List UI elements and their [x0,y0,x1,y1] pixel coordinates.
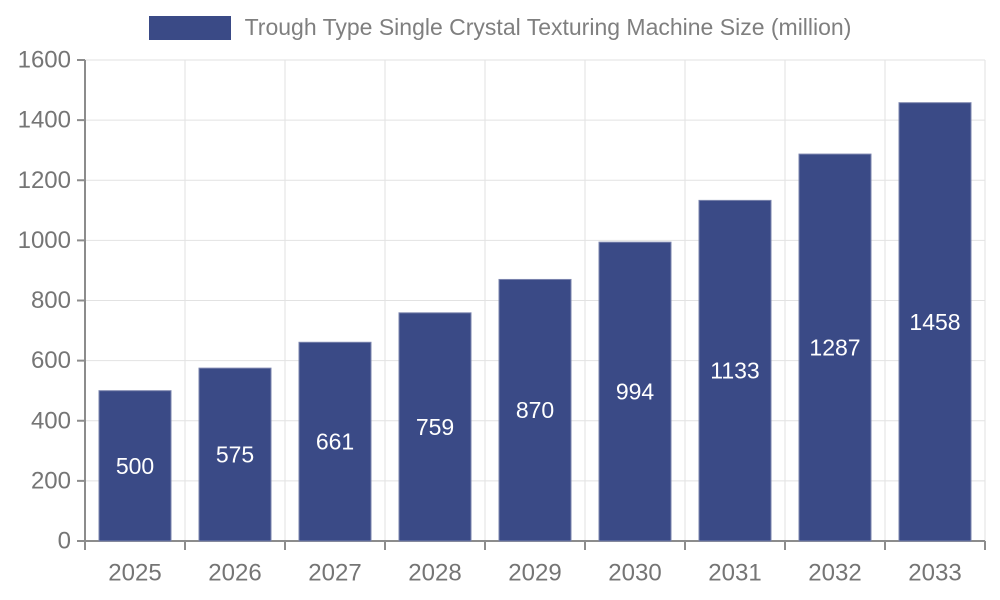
legend-swatch[interactable] [148,15,231,40]
bar-value-label: 1133 [710,358,759,384]
bar-2025[interactable] [98,390,172,542]
x-tick-label: 2029 [508,560,561,587]
bar-2027[interactable] [298,341,372,542]
y-tick-label: 800 [31,287,71,314]
y-tick-label: 0 [58,528,71,555]
x-tick-label: 2033 [908,560,961,587]
y-tick-label: 1200 [18,167,71,194]
y-tick-label: 200 [31,467,71,494]
bar-2032[interactable] [798,153,872,542]
x-tick-label: 2032 [808,560,861,587]
y-tick-label: 1600 [18,47,71,74]
bar-2028[interactable] [398,312,472,542]
bar-2026[interactable] [198,367,272,542]
x-tick-label: 2025 [108,560,161,587]
bar-value-label: 1287 [809,335,860,361]
bar-2031[interactable] [698,199,772,542]
bar-2033[interactable] [898,102,972,542]
y-tick-label: 1000 [18,227,71,254]
x-tick-label: 2030 [608,560,661,587]
y-tick-label: 1400 [18,107,71,134]
bar-value-label: 1458 [909,309,960,335]
bar-2029[interactable] [498,278,572,542]
bar-value-label: 661 [316,429,354,455]
legend-item[interactable]: Trough Type Single Crystal Texturing Mac… [0,14,1000,41]
x-tick-label: 2027 [308,560,361,587]
x-tick-label: 2026 [208,560,261,587]
y-tick-label: 400 [31,407,71,434]
x-tick-label: 2028 [408,560,461,587]
bar-value-label: 759 [416,414,454,440]
y-tick-label: 600 [31,347,71,374]
bar-value-label: 870 [516,397,554,423]
bar-2030[interactable] [598,241,672,542]
bar-value-label: 575 [216,442,254,468]
bar-value-label: 994 [616,379,655,405]
x-tick-label: 2031 [708,560,761,587]
legend-label: Trough Type Single Crystal Texturing Mac… [244,14,852,40]
bar-value-label: 500 [116,453,154,479]
